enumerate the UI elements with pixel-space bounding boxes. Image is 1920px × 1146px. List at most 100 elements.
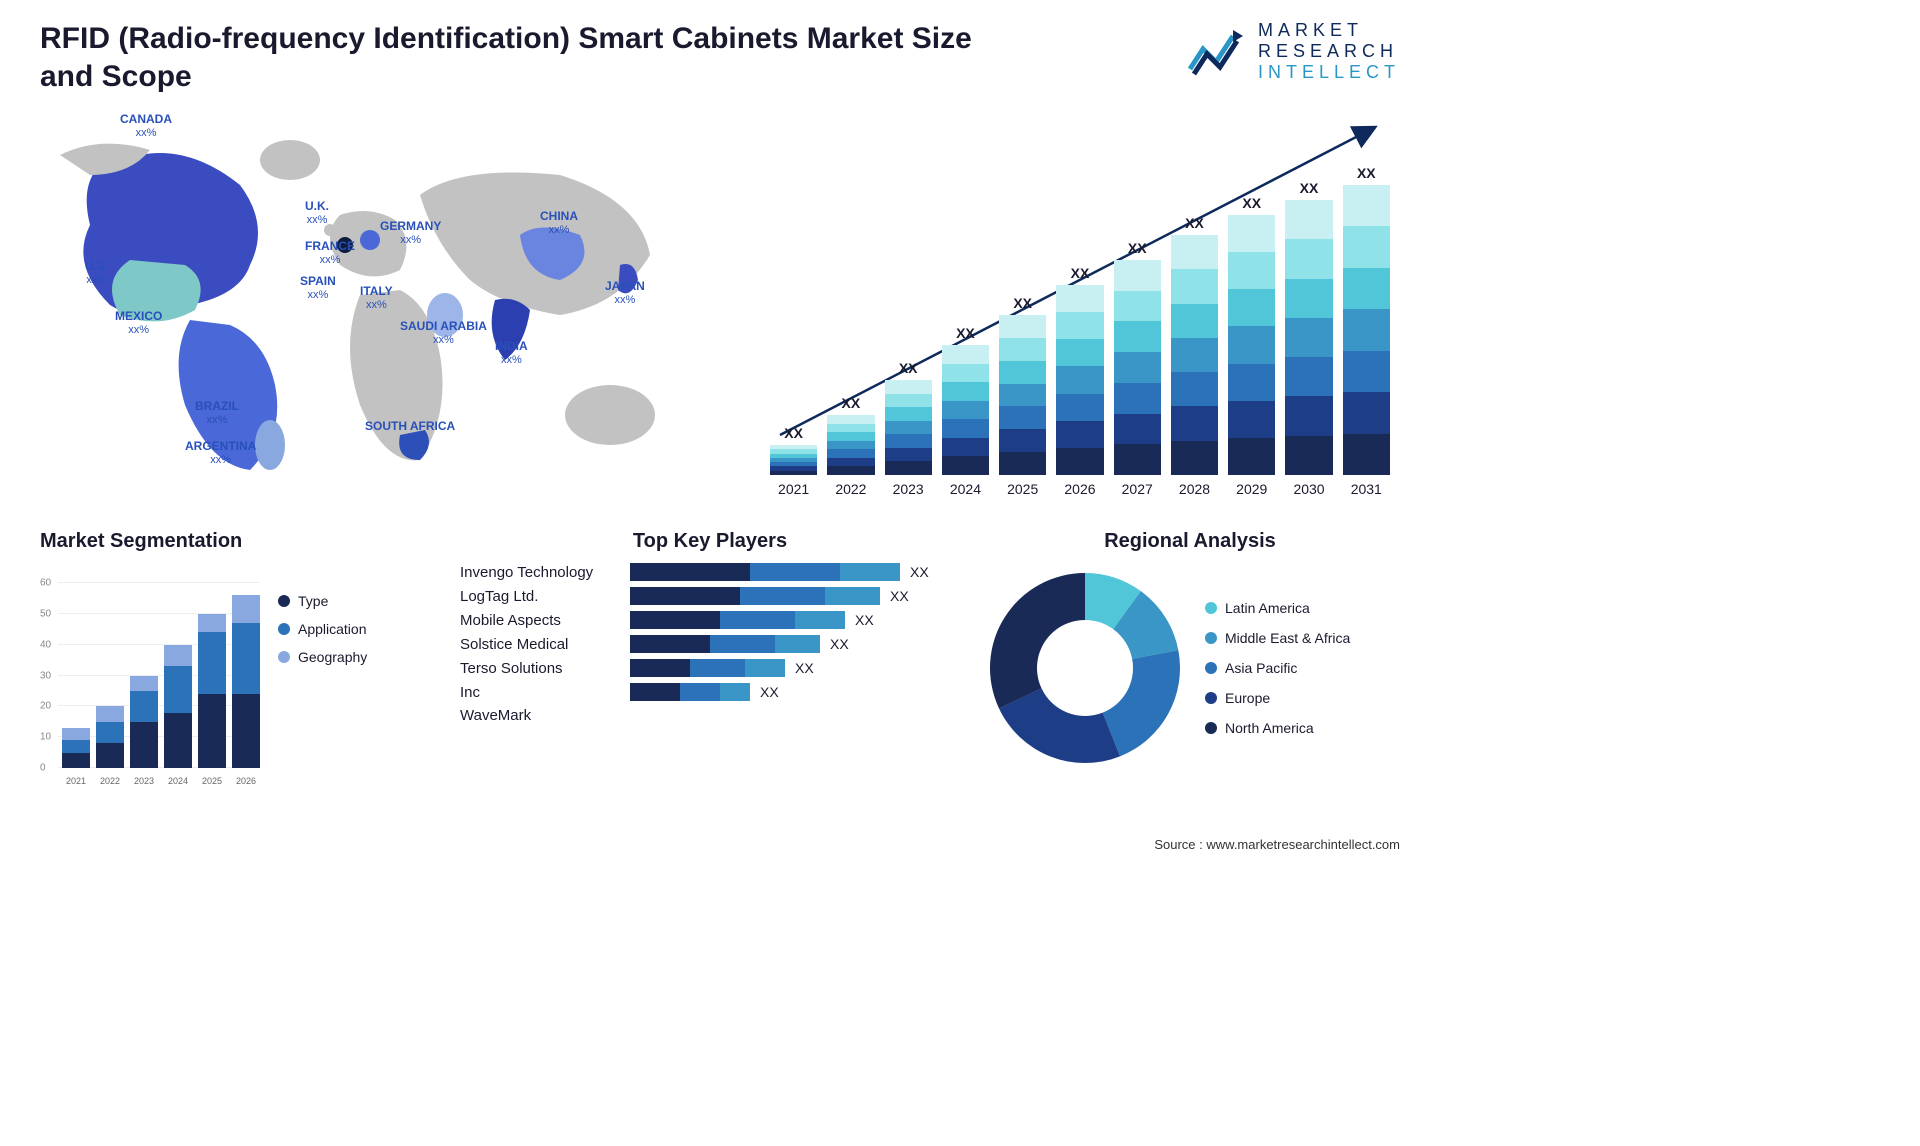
logo-icon <box>1188 24 1248 79</box>
segmentation-title: Market Segmentation <box>40 530 440 553</box>
region-legend-item: North America <box>1205 720 1350 736</box>
seg-bar <box>96 706 124 768</box>
map-label: U.S.xx% <box>85 260 108 286</box>
growth-x-label: 2022 <box>827 481 874 497</box>
map-label: CANADAxx% <box>120 113 172 139</box>
growth-bar-label: XX <box>1013 295 1032 311</box>
growth-bar-label: XX <box>1357 165 1376 181</box>
region-legend-item: Latin America <box>1205 600 1350 616</box>
growth-x-label: 2026 <box>1056 481 1103 497</box>
seg-x-label: 2024 <box>164 776 192 786</box>
seg-bar <box>62 728 90 768</box>
key-player-name: Solstice Medical <box>460 636 620 653</box>
page-title: RFID (Radio-frequency Identification) Sm… <box>40 20 1020 95</box>
key-player-name: Invengo Technology <box>460 564 620 581</box>
key-player-bar <box>630 611 845 629</box>
map-label: SOUTH AFRICAxx% <box>365 420 455 446</box>
map-label: MEXICOxx% <box>115 310 162 336</box>
map-label: BRAZILxx% <box>195 400 239 426</box>
key-player-name: WaveMark <box>460 707 620 724</box>
donut-slice <box>990 573 1085 708</box>
key-player-name: Inc <box>460 684 620 701</box>
key-player-row: WaveMark <box>460 707 960 724</box>
seg-bar <box>232 595 260 768</box>
regional-donut <box>980 563 1190 773</box>
map-label: ITALYxx% <box>360 285 393 311</box>
growth-x-label: 2027 <box>1114 481 1161 497</box>
regional-title: Regional Analysis <box>980 530 1400 553</box>
map-label: GERMANYxx% <box>380 220 441 246</box>
growth-bar: XX <box>999 295 1046 475</box>
seg-legend-item: Type <box>278 593 367 609</box>
source-label: Source : www.marketresearchintellect.com <box>1154 837 1400 852</box>
logo: MARKET RESEARCH INTELLECT <box>1188 20 1400 83</box>
key-player-bar <box>630 587 880 605</box>
growth-bar-label: XX <box>784 425 803 441</box>
key-player-name: LogTag Ltd. <box>460 588 620 605</box>
map-label: FRANCExx% <box>305 240 355 266</box>
segmentation-chart: 0102030405060202120222023202420252026 <box>40 563 260 788</box>
growth-bar: XX <box>1056 265 1103 475</box>
growth-bar-label: XX <box>1242 195 1261 211</box>
key-players-panel: Top Key Players Invengo TechnologyXXLogT… <box>460 530 960 788</box>
key-player-value: XX <box>855 612 874 628</box>
seg-x-label: 2025 <box>198 776 226 786</box>
key-player-row: Mobile Aspects XX <box>460 611 960 629</box>
map-label: JAPANxx% <box>605 280 645 306</box>
key-player-value: XX <box>795 660 814 676</box>
seg-bar <box>164 645 192 768</box>
key-player-value: XX <box>910 564 929 580</box>
key-player-name: Terso Solutions <box>460 660 620 677</box>
seg-x-label: 2026 <box>232 776 260 786</box>
growth-x-label: 2021 <box>770 481 817 497</box>
seg-x-label: 2023 <box>130 776 158 786</box>
growth-bar: XX <box>1285 180 1332 475</box>
map-label: INDIAxx% <box>495 340 528 366</box>
key-player-bar <box>630 659 785 677</box>
map-label: CHINAxx% <box>540 210 578 236</box>
segmentation-legend: Type Application Geography <box>278 563 367 788</box>
region-legend-item: Middle East & Africa <box>1205 630 1350 646</box>
map-label: SAUDI ARABIAxx% <box>400 320 487 346</box>
growth-x-label: 2028 <box>1171 481 1218 497</box>
growth-bar: XX <box>1114 240 1161 475</box>
growth-x-label: 2023 <box>885 481 932 497</box>
growth-bar: XX <box>1228 195 1275 475</box>
logo-text: MARKET RESEARCH INTELLECT <box>1258 20 1400 83</box>
region-legend-item: Asia Pacific <box>1205 660 1350 676</box>
growth-x-label: 2031 <box>1343 481 1390 497</box>
map-label: ARGENTINAxx% <box>185 440 256 466</box>
growth-bar-label: XX <box>1185 215 1204 231</box>
logo-line2: RESEARCH <box>1258 41 1400 62</box>
growth-x-label: 2029 <box>1228 481 1275 497</box>
seg-x-label: 2022 <box>96 776 124 786</box>
growth-chart: XXXXXXXXXXXXXXXXXXXXXX 20212022202320242… <box>750 105 1400 505</box>
growth-bar-label: XX <box>1128 240 1147 256</box>
seg-legend-item: Application <box>278 621 367 637</box>
top-row: CANADAxx% U.S.xx% MEXICOxx% BRAZILxx% ARGENT… <box>40 105 1400 505</box>
key-player-name: Mobile Aspects <box>460 612 620 629</box>
seg-legend-item: Geography <box>278 649 367 665</box>
key-player-row: IncXX <box>460 683 960 701</box>
seg-x-label: 2021 <box>62 776 90 786</box>
key-player-row: Invengo Technology XX <box>460 563 960 581</box>
key-player-value: XX <box>830 636 849 652</box>
growth-x-label: 2025 <box>999 481 1046 497</box>
seg-bar <box>198 614 226 768</box>
world-map-panel: CANADAxx% U.S.xx% MEXICOxx% BRAZILxx% ARGENT… <box>40 105 720 505</box>
key-player-row: Terso Solutions XX <box>460 659 960 677</box>
logo-line3: INTELLECT <box>1258 62 1400 83</box>
growth-bar: XX <box>1171 215 1218 475</box>
header: RFID (Radio-frequency Identification) Sm… <box>40 20 1400 95</box>
growth-bar-label: XX <box>1300 180 1319 196</box>
regional-legend: Latin America Middle East & Africa Asia Pa… <box>1205 600 1350 736</box>
key-player-bar <box>630 683 750 701</box>
growth-bar-label: XX <box>899 360 918 376</box>
key-player-bar <box>630 635 820 653</box>
key-player-value: XX <box>890 588 909 604</box>
regional-panel: Regional Analysis Latin America Middle Ea… <box>980 530 1400 788</box>
key-player-row: LogTag Ltd. XX <box>460 587 960 605</box>
key-player-row: Solstice Medical XX <box>460 635 960 653</box>
map-label: U.K.xx% <box>305 200 329 226</box>
growth-x-label: 2024 <box>942 481 989 497</box>
